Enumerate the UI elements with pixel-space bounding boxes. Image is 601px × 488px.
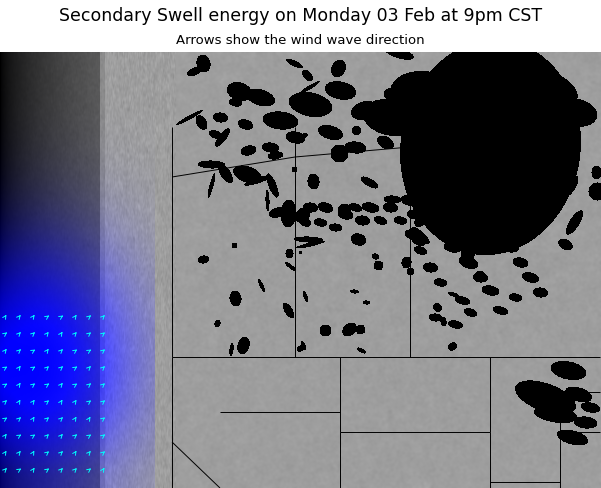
Text: Arrows show the wind wave direction: Arrows show the wind wave direction — [176, 34, 425, 47]
Text: Secondary Swell energy on Monday 03 Feb at 9pm CST: Secondary Swell energy on Monday 03 Feb … — [59, 7, 542, 24]
